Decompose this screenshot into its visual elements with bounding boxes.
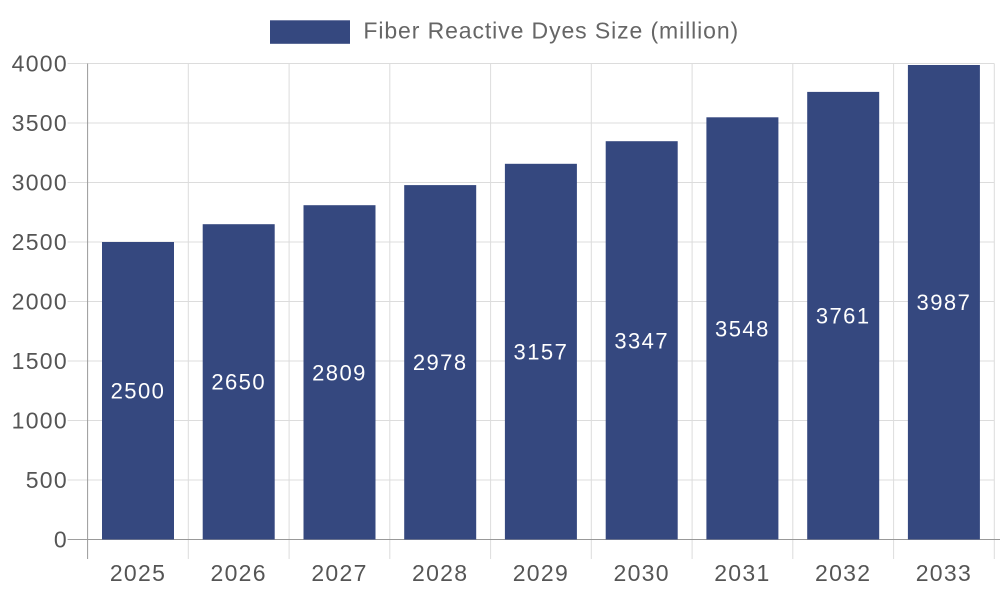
svg-text:2978: 2978 <box>413 350 468 375</box>
svg-text:3987: 3987 <box>917 290 972 315</box>
svg-text:3500: 3500 <box>12 110 68 136</box>
svg-text:2500: 2500 <box>12 229 68 255</box>
svg-text:4000: 4000 <box>12 51 68 77</box>
svg-text:3548: 3548 <box>715 316 770 341</box>
svg-text:2000: 2000 <box>12 289 68 315</box>
svg-text:1500: 1500 <box>12 348 68 374</box>
svg-text:2033: 2033 <box>916 560 972 586</box>
svg-text:3157: 3157 <box>514 340 569 365</box>
svg-text:Fiber Reactive Dyes Size (mill: Fiber Reactive Dyes Size (million) <box>363 18 739 44</box>
svg-text:0: 0 <box>54 527 68 553</box>
svg-text:2809: 2809 <box>312 360 367 385</box>
svg-text:2026: 2026 <box>211 560 267 586</box>
svg-text:2500: 2500 <box>111 379 166 404</box>
svg-text:2025: 2025 <box>110 560 166 586</box>
svg-text:1000: 1000 <box>12 408 68 434</box>
svg-text:3761: 3761 <box>816 304 871 329</box>
svg-text:500: 500 <box>26 467 68 493</box>
svg-text:2029: 2029 <box>513 560 569 586</box>
svg-text:2650: 2650 <box>211 370 266 395</box>
svg-text:2032: 2032 <box>815 560 871 586</box>
svg-text:2030: 2030 <box>614 560 670 586</box>
svg-text:2028: 2028 <box>412 560 468 586</box>
svg-text:3347: 3347 <box>614 328 669 353</box>
svg-text:3000: 3000 <box>12 170 68 196</box>
svg-text:2027: 2027 <box>311 560 367 586</box>
svg-text:2031: 2031 <box>714 560 770 586</box>
